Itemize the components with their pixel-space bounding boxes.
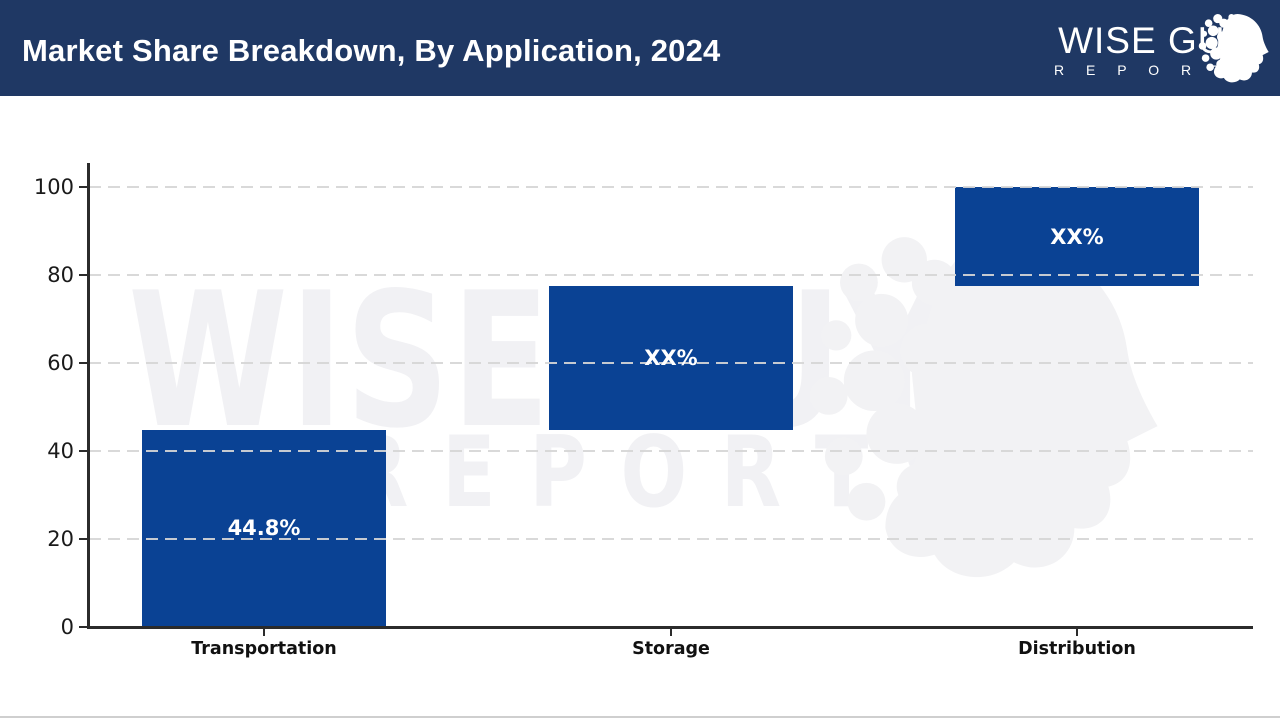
y-tick-mark: [79, 274, 87, 276]
x-category-label: Storage: [632, 639, 710, 659]
x-tick-mark: [670, 628, 672, 636]
watermark-text-line1: WISE GUY: [128, 252, 951, 469]
y-tick-mark: [79, 450, 87, 452]
y-tick-label: 100: [33, 175, 74, 199]
y-tick-label: 40: [47, 439, 74, 463]
brand-logo: WISE GUY R E P O R T S: [1012, 4, 1274, 92]
page-title: Market Share Breakdown, By Application, …: [22, 33, 721, 68]
x-tick-mark: [1076, 628, 1078, 636]
header-bar: Market Share Breakdown, By Application, …: [0, 0, 1280, 96]
footer-divider: [0, 716, 1280, 718]
y-tick-label: 20: [47, 527, 74, 551]
bar-value-label: XX%: [1050, 224, 1104, 249]
y-tick-mark: [79, 538, 87, 540]
y-axis-spine: [87, 163, 90, 628]
bar-storage: [549, 286, 793, 430]
bar-value-label: XX%: [644, 346, 698, 371]
bar-transportation: [142, 429, 386, 627]
y-tick-mark: [79, 186, 87, 188]
gridline-y80: [89, 274, 1253, 276]
gridline-y100: [89, 186, 1253, 188]
x-category-label: Transportation: [191, 639, 337, 659]
bar-distribution: [955, 187, 1199, 287]
brand-head-icon: [1198, 14, 1269, 83]
watermark-head-icon: [809, 237, 1158, 578]
bar-value-label: 44.8%: [227, 516, 301, 541]
y-tick-label: 0: [60, 615, 74, 639]
y-tick-label: 60: [47, 351, 74, 375]
gridline-y20: [89, 538, 1253, 540]
brand-subname: R E P O R T S: [1054, 62, 1262, 78]
y-tick-label: 80: [47, 263, 74, 287]
x-axis-spine: [87, 625, 1253, 629]
y-tick-mark: [79, 362, 87, 364]
gridline-y40: [89, 450, 1253, 452]
x-tick-mark: [263, 628, 265, 636]
y-tick-mark: [79, 626, 87, 628]
gridline-y60: [89, 362, 1253, 364]
x-category-label: Distribution: [1018, 639, 1136, 659]
